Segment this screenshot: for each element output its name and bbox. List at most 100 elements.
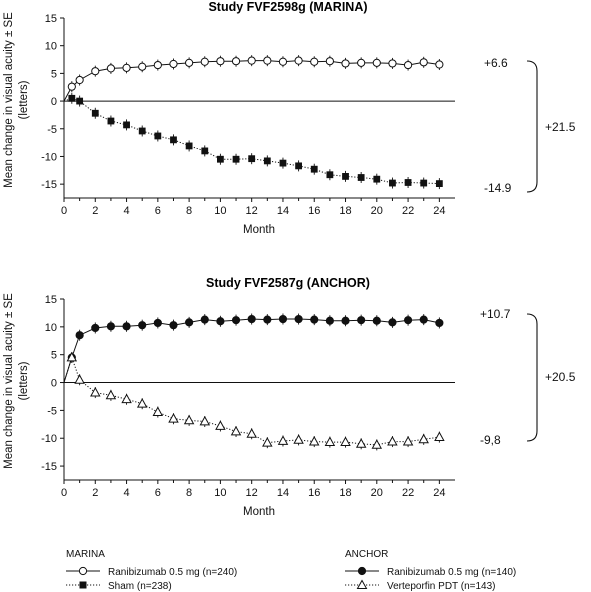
anchor-ranibizumab-point [372,316,381,325]
panel-marina: Study FVF2598g (MARINA) Mean change in v… [3,0,576,236]
legend-anchor-verteporfin-marker [356,579,368,589]
anchor-ranibizumab-point [231,316,241,325]
marina-sham-point [107,117,115,125]
legend-anchor-heading: ANCHOR [345,549,388,560]
anchor-difference-bracket [526,313,538,442]
anchor-ylabel-line1: Mean change in visual acuity ± SE [3,293,15,469]
marina-xlabel: Month [243,224,275,236]
marina-ranibizumab-point [388,59,397,68]
anchor-x-tick-label: 6 [155,487,161,499]
anchor-y-tick-label: -15 [41,461,57,473]
anchor-verteporfin-point [246,428,257,438]
marina-ranibizumab-point [153,60,162,70]
anchor-series-lines [63,318,440,446]
anchor-y-tick-label: 10 [45,322,57,334]
anchor-ranibizumab-point [435,318,444,328]
anchor-verteporfin-point [199,415,211,426]
marina-y-tick-label: -10 [41,151,57,163]
marina-ranibizumab-point [403,60,413,70]
marina-sham-final-label: -14.9 [484,181,512,195]
marina-ranibizumab-point [67,82,76,91]
anchor-verteporfin-point [434,431,445,441]
marina-ranibizumab-point [341,59,350,68]
anchor-ranibizumab-point [247,314,256,324]
anchor-ranibizumab-point [91,323,100,333]
marina-difference-bracket [526,60,538,193]
anchor-x-tick-label: 12 [246,487,258,499]
marina-x-tick-label: 8 [186,205,192,217]
marina-sham-point [91,109,99,117]
legend: MARINA Ranibizumab 0.5 mg (n=240) Sham (… [66,549,516,592]
marina-ranibizumab-point [357,58,366,67]
anchor-ranibizumab-point [153,318,162,328]
marina-x-tick-label: 0 [61,205,67,217]
marina-sham-point [185,142,193,150]
anchor-ranibizumab-line [63,318,440,383]
marina-sham-point [201,147,209,155]
anchor-ranibizumab-point [122,322,131,331]
marina-ranibizumab-point [185,58,194,67]
anchor-verteporfin-point [262,437,273,447]
anchor-ranibizumab-point [138,321,147,330]
marina-y-tick-label: 0 [51,96,57,108]
marina-y-tick-label: 15 [45,13,57,25]
legend-marina-ranibizumab-label: Ranibizumab 0.5 mg (n=240) [108,567,237,578]
anchor-verteporfin-final-label: -9,8 [480,433,501,447]
marina-sham-point [420,179,428,187]
marina-ranibizumab-point [75,75,84,85]
marina-ranibizumab-point [138,62,147,71]
anchor-ranibizumab-point [294,314,303,324]
marina-x-tick-label: 2 [92,205,98,217]
marina-ranibizumab-point [419,58,428,67]
anchor-difference-label: +20.5 [545,370,576,384]
panel-anchor: Study FVF2587g (ANCHOR) Mean change in v… [3,276,576,518]
marina-ranibizumab-point [200,57,209,66]
anchor-x-tick-label: 24 [433,487,445,499]
marina-y-tick-label: -5 [47,124,57,136]
marina-title: Study FVF2598g (MARINA) [208,0,367,14]
anchor-x-tick-label: 0 [61,487,67,499]
marina-sham-point [68,94,76,102]
anchor-ranibizumab-point [341,316,350,325]
marina-sham-point [138,127,146,135]
anchor-verteporfin-point [355,438,367,448]
marina-ranibizumab-point [216,57,225,66]
marina-sham-point [279,159,287,167]
anchor-ranibizumab-point [388,318,397,327]
anchor-verteporfin-point [168,413,179,423]
marina-x-tick-label: 24 [433,205,445,217]
anchor-verteporfin-point [340,436,351,446]
marina-x-tick-label: 20 [371,205,383,217]
anchor-ranibizumab-point [325,316,334,325]
marina-ranibizumab-point [372,58,381,67]
marina-sham-point [404,179,412,186]
anchor-ranibizumab-point [106,322,116,331]
marina-ranibizumab-final-label: +6.6 [484,56,508,70]
marina-ranibizumab-point [247,56,256,65]
marina-y-tick-label: 5 [51,68,57,80]
anchor-verteporfin-point [90,386,101,397]
marina-x-tick-label: 18 [339,205,351,217]
legend-anchor-verteporfin-label: Verteporfin PDT (n=143) [387,581,496,592]
anchor-verteporfin-point [183,414,195,425]
anchor-series-marks [66,313,445,451]
marina-ranibizumab-point [122,63,131,72]
anchor-ranibizumab-point [169,321,178,330]
marina-series-lines [63,60,440,185]
anchor-y-tick-label: -5 [47,405,57,417]
legend-marina-sham-label: Sham (n=238) [108,581,172,592]
marina-x-tick-label: 12 [246,205,258,217]
anchor-verteporfin-point [136,398,148,408]
marina-sham-point [357,174,365,181]
marina-x-tick-label: 4 [123,205,129,217]
marina-sham-point [154,132,162,140]
anchor-ylabel-line2: (letters) [18,361,30,400]
anchor-verteporfin-point [74,374,85,384]
marina-sham-point [248,155,256,163]
anchor-x-tick-label: 8 [186,487,192,499]
marina-x-tick-label: 10 [214,205,226,217]
anchor-verteporfin-point [277,435,289,445]
marina-ranibizumab-line [63,60,440,102]
marina-sham-point [76,97,84,105]
